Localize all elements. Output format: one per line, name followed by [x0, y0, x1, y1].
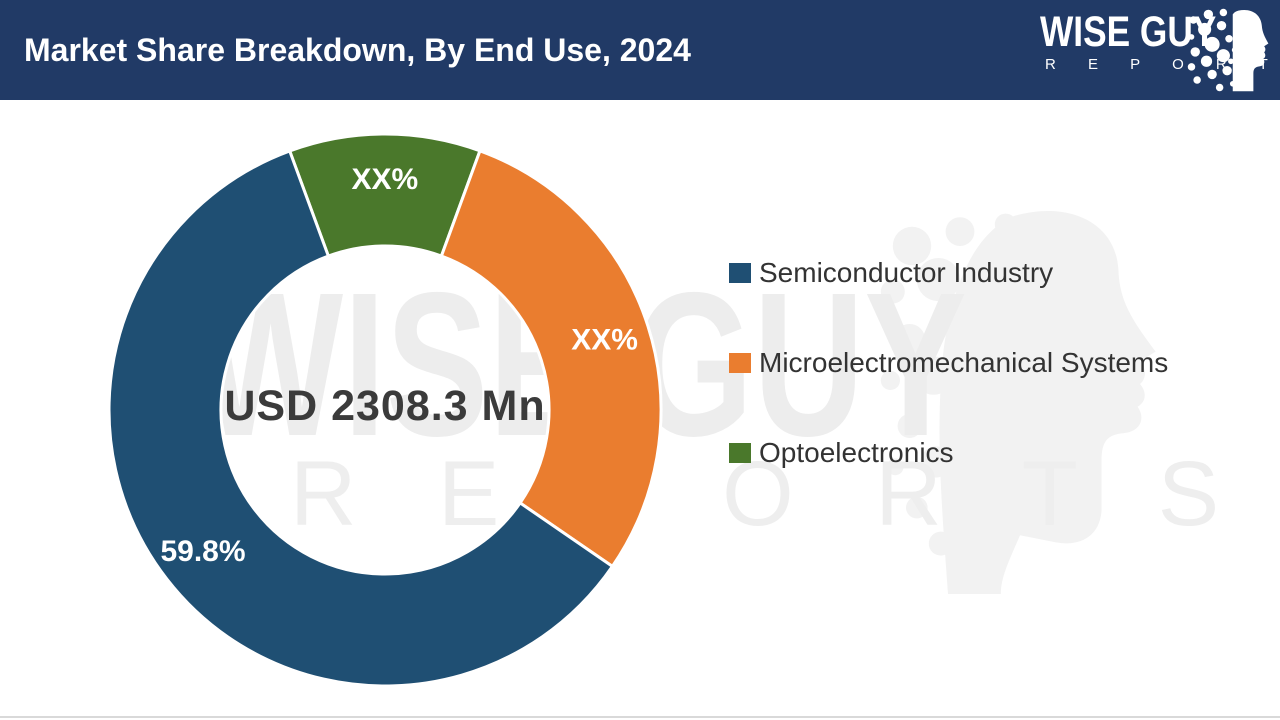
- legend-item: Semiconductor Industry: [729, 257, 1168, 288]
- dotted-head-watermark: [880, 211, 1156, 594]
- donut-segment-microelectromechanical-systems: [439, 148, 663, 569]
- page-title: Market Share Breakdown, By End Use, 2024: [24, 32, 691, 68]
- legend-label: Optoelectronics: [759, 437, 954, 468]
- logo-wordmark: WISE GUY: [1040, 8, 1217, 56]
- legend-swatch: [729, 263, 751, 283]
- legend-swatch: [729, 443, 751, 463]
- legend-label: Semiconductor Industry: [759, 257, 1054, 288]
- segment-value-label: 59.8%: [160, 535, 245, 568]
- segment-value-label: XX%: [351, 163, 418, 196]
- donut-chart: XX% XX% 59.8%: [107, 132, 663, 688]
- segment-value-label: XX%: [571, 324, 638, 357]
- header-banner: Market Share Breakdown, By End Use, 2024…: [0, 0, 1280, 100]
- watermark-reports: R E P O R T S: [290, 443, 1248, 545]
- dotted-head-icon: [1187, 8, 1269, 92]
- donut-segment-semiconductor-industry: [107, 149, 615, 688]
- center-value: USD 2308.3 Mn: [224, 382, 546, 430]
- legend-item: Optoelectronics: [729, 437, 1168, 468]
- footer-divider: [0, 716, 1280, 718]
- legend-label: Microelectromechanical Systems: [759, 347, 1169, 378]
- legend-swatch: [729, 353, 751, 373]
- legend: Semiconductor Industry Microelectromechan…: [729, 257, 1169, 528]
- legend-item: Microelectromechanical Systems: [729, 347, 1169, 378]
